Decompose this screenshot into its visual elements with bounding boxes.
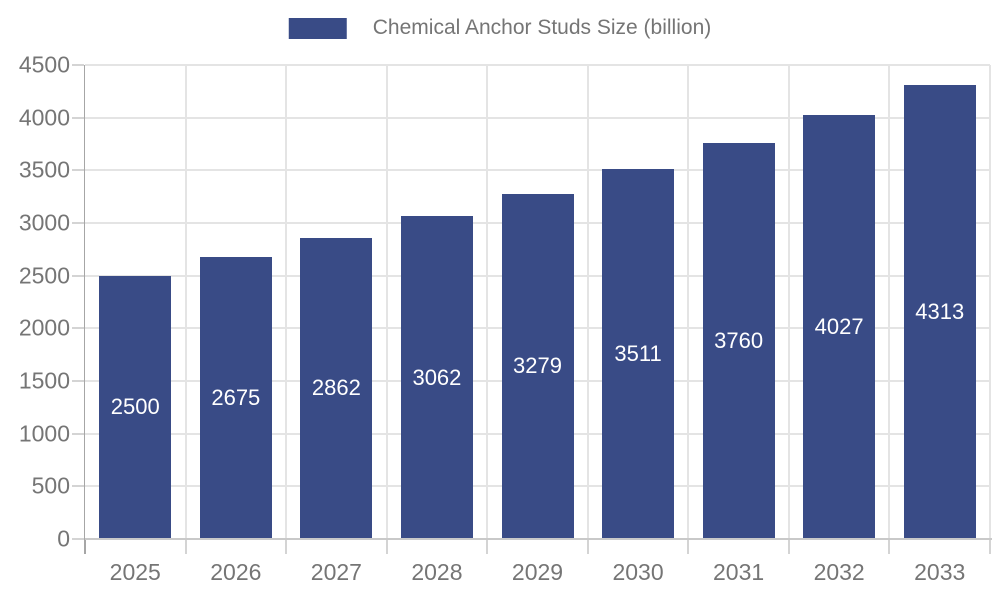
bar-value-label: 2500 [110,394,160,420]
bar-2029[interactable]: 3279 [501,193,574,539]
y-tick-label: 0 [57,525,70,552]
y-tick-label: 2000 [18,314,70,341]
y-tick-label: 1500 [18,367,70,394]
bar-2027[interactable]: 2862 [300,237,373,539]
y-tick [72,432,84,435]
x-tick [687,540,690,554]
y-tick [72,327,84,330]
v-gridline [586,65,589,539]
y-tick-label: 500 [31,472,70,499]
x-tick-label: 2033 [914,559,966,585]
y-tick-label: 4500 [18,51,70,78]
bar-value-label: 2675 [211,385,261,411]
v-gridline [385,65,388,539]
v-gridline [787,65,790,539]
plot-area: 2500 2675 2862 3062 3279 3511 3760 4027 4313 [85,64,991,539]
y-tick [72,169,84,172]
v-gridline [184,65,187,539]
x-tick-label: 2030 [612,559,664,585]
bar-2030[interactable]: 3511 [602,169,675,539]
v-gridline [989,65,991,539]
h-gridline [85,116,990,119]
bar-value-label: 4027 [814,313,864,339]
x-tick [385,540,388,554]
x-axis-line [85,538,992,540]
y-tick [72,64,84,66]
y-tick [72,274,84,277]
bar-value-label: 3279 [513,353,562,379]
bar-value-label: 3760 [714,327,764,353]
x-tick [787,540,790,554]
v-gridline [888,65,891,539]
x-tick-label: 2027 [310,559,362,585]
x-tick [184,540,187,554]
x-tick-label: 2025 [109,559,161,585]
h-gridline [85,64,990,66]
bar-2025[interactable]: 2500 [99,275,172,539]
y-tick-label: 2500 [18,262,70,289]
v-gridline [486,65,489,539]
bar-value-label: 3511 [614,341,662,367]
y-tick-label: 3500 [18,156,70,183]
x-tick-label: 2029 [511,559,564,585]
x-tick-label: 2032 [813,559,865,585]
bar-2028[interactable]: 3062 [400,216,473,539]
bar-value-label: 3062 [412,364,462,390]
y-tick [72,222,84,224]
y-tick-label: 1000 [18,420,70,447]
y-tick [72,485,84,488]
bar-2033[interactable]: 4313 [903,84,976,539]
bar-2026[interactable]: 2675 [199,257,272,539]
v-gridline [687,65,690,539]
y-tick [72,116,84,119]
x-tick [486,540,489,554]
legend-label: Chemical Anchor Studs Size (billion) [372,16,712,39]
x-tick [888,540,891,554]
x-tick [586,540,589,554]
h-gridline [85,169,990,172]
x-tick [989,540,991,554]
legend-swatch [288,17,347,39]
y-tick [72,380,84,382]
bar-value-label: 2862 [311,375,361,401]
bar-2032[interactable]: 4027 [803,114,876,539]
x-tick-label: 2028 [411,559,463,585]
legend-item[interactable]: Chemical Anchor Studs Size (billion) [288,16,712,40]
bar-value-label: 4313 [915,298,965,324]
y-tick-label: 3000 [18,209,70,236]
y-tick-label: 4000 [18,104,70,131]
x-tick [84,540,86,554]
bar-2031[interactable]: 3760 [702,142,775,539]
v-gridline [285,65,288,539]
x-tick [285,540,288,554]
y-tick [72,538,84,540]
x-tick-label: 2031 [713,559,765,585]
x-tick-label: 2026 [210,559,262,585]
